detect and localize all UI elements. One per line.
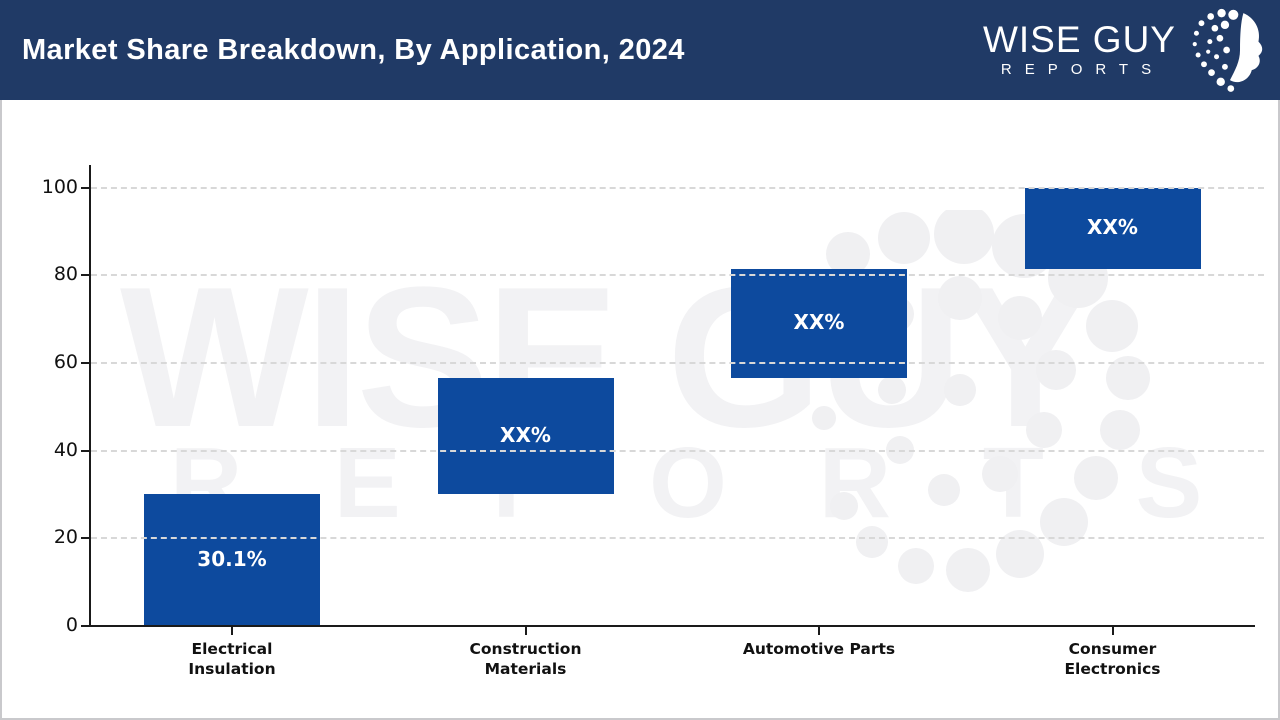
- y-axis-tick-0: [81, 625, 89, 627]
- category-label-electrical-insulation: Electrical Insulation: [112, 639, 352, 679]
- y-axis-tick-80: [81, 274, 89, 277]
- x-axis-line: [89, 625, 1255, 627]
- bar-electrical-insulation: [144, 494, 320, 626]
- y-tick-label-0: 0: [65, 614, 78, 636]
- bar-value-label-construction-materials: XX%: [500, 422, 551, 447]
- y-tick-label-40: 40: [53, 438, 78, 461]
- gridline-60: [91, 361, 1264, 364]
- bar-construction-materials: [437, 377, 614, 494]
- brand-subtitle: REPORTS: [1000, 61, 1165, 78]
- y-tick-label-60: 60: [53, 350, 78, 373]
- logo-dotted-head-profile-icon: [1192, 8, 1263, 92]
- category-label-automotive-parts: Automotive Parts: [699, 639, 939, 659]
- y-tick-label-80: 80: [53, 263, 78, 286]
- category-label-line: Electronics: [1064, 660, 1161, 678]
- y-axis-line: [89, 165, 91, 627]
- watermark-reports-text: R E P O R T S: [170, 427, 1235, 539]
- x-axis-tick-construction-materials: [524, 627, 527, 635]
- x-axis-tick-automotive-parts: [818, 627, 820, 635]
- bar-value-label-electrical-insulation: 30.1%: [197, 547, 267, 571]
- y-axis-tick-40: [81, 449, 89, 452]
- category-label-line: Insulation: [188, 660, 276, 678]
- bar-value-label-automotive-parts: XX%: [793, 310, 845, 335]
- y-axis-tick-100: [81, 186, 89, 189]
- bar-automotive-parts: [731, 269, 907, 378]
- gridline-100: [91, 186, 1264, 189]
- gridline-40: [91, 449, 1264, 452]
- y-axis-tick-60: [81, 361, 89, 364]
- category-label-line: Construction: [469, 640, 582, 658]
- y-axis-tick-20: [81, 537, 89, 540]
- x-axis-tick-electrical-insulation: [231, 627, 233, 635]
- bar-consumer-electronics: [1024, 187, 1201, 270]
- category-label-construction-materials: Construction Materials: [406, 639, 646, 679]
- category-label-consumer-electronics: Consumer Electronics: [993, 639, 1233, 679]
- brand-name: WISE GUY: [982, 19, 1176, 60]
- bar-value-label-consumer-electronics: XX%: [1087, 215, 1138, 240]
- category-label-line: Consumer: [1068, 640, 1157, 658]
- brand-logo: WISE GUY REPORTS: [983, 8, 1266, 92]
- x-axis-tick-consumer-electronics: [1111, 627, 1114, 635]
- page-title: Market Share Breakdown, By Application, …: [22, 33, 685, 66]
- gridline-20: [91, 537, 1264, 540]
- y-tick-label-100: 100: [41, 175, 78, 198]
- brand-logo-text: WISE GUY REPORTS: [983, 21, 1176, 79]
- category-label-line: Electrical: [191, 640, 273, 658]
- y-tick-label-20: 20: [53, 526, 78, 549]
- category-label-line: Materials: [484, 660, 567, 678]
- header-bar: Market Share Breakdown, By Application, …: [0, 0, 1280, 100]
- category-label-line: Automotive Parts: [742, 640, 896, 658]
- gridline-80: [91, 274, 1264, 277]
